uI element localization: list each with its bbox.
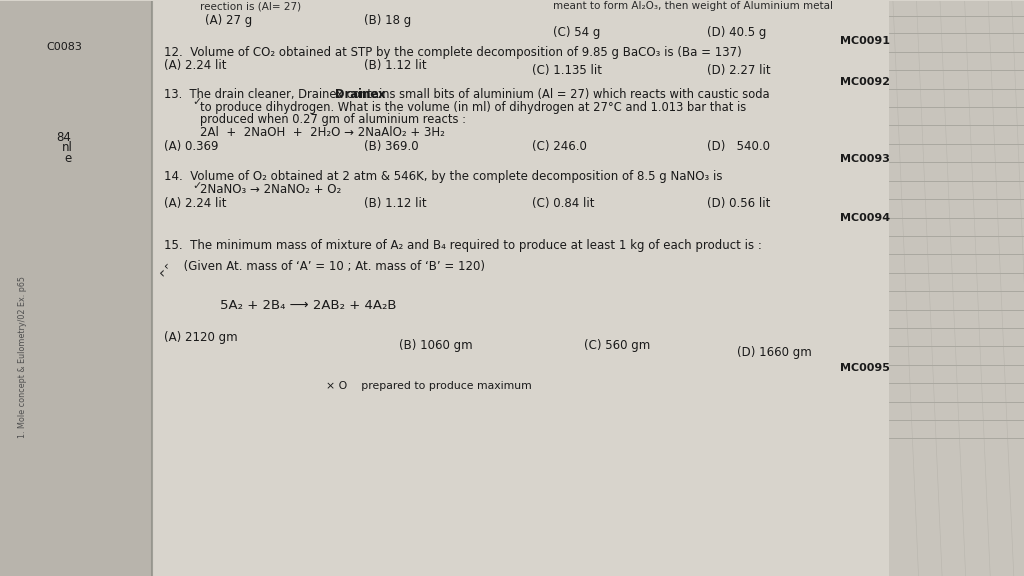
Text: meant to form Al₂O₃, then weight of Aluminium metal: meant to form Al₂O₃, then weight of Alum…	[553, 1, 833, 12]
Text: ✓: ✓	[193, 97, 202, 107]
Text: MC0092: MC0092	[840, 77, 890, 88]
Text: 15.  The minimum mass of mixture of A₂ and B₄ required to produce at least 1 kg : 15. The minimum mass of mixture of A₂ an…	[164, 238, 762, 252]
Text: Drainex: Drainex	[335, 89, 385, 101]
Text: (A) 2120 gm: (A) 2120 gm	[164, 331, 238, 344]
Text: ✓: ✓	[193, 181, 202, 191]
Text: 1. Mole concept & Eulometry/02 Ex. p65: 1. Mole concept & Eulometry/02 Ex. p65	[18, 276, 27, 438]
Text: (B) 1060 gm: (B) 1060 gm	[399, 339, 473, 353]
Text: (D) 2.27 lit: (D) 2.27 lit	[707, 65, 770, 77]
Text: (C) 54 g: (C) 54 g	[553, 26, 600, 39]
Text: (D) 40.5 g: (D) 40.5 g	[707, 26, 766, 39]
Text: × O    prepared to produce maximum: × O prepared to produce maximum	[200, 381, 531, 391]
Text: to produce dihydrogen. What is the volume (in ml) of dihydrogen at 27°C and 1.01: to produce dihydrogen. What is the volum…	[200, 101, 745, 113]
Text: (A) 2.24 lit: (A) 2.24 lit	[164, 196, 226, 210]
Text: (B) 1.12 lit: (B) 1.12 lit	[364, 196, 426, 210]
Text: 84: 84	[56, 131, 72, 144]
Text: ‹: ‹	[159, 266, 165, 282]
Text: (B) 18 g: (B) 18 g	[364, 14, 411, 27]
Text: produced when 0.27 gm of aluminium reacts :: produced when 0.27 gm of aluminium react…	[200, 112, 466, 126]
Text: (C) 246.0: (C) 246.0	[532, 139, 588, 153]
Text: 2NaNO₃ → 2NaNO₂ + O₂: 2NaNO₃ → 2NaNO₂ + O₂	[200, 183, 341, 196]
Text: (A) 2.24 lit: (A) 2.24 lit	[164, 59, 226, 71]
Bar	[889, 1, 1024, 576]
Text: MC0095: MC0095	[840, 363, 890, 373]
Text: 5A₂ + 2B₄ ⟶ 2AB₂ + 4A₂B: 5A₂ + 2B₄ ⟶ 2AB₂ + 4A₂B	[220, 299, 396, 312]
Text: 14.  Volume of O₂ obtained at 2 atm & 546K, by the complete decomposition of 8.5: 14. Volume of O₂ obtained at 2 atm & 546…	[164, 169, 722, 183]
Text: nl: nl	[61, 141, 73, 154]
Text: 13.  The drain cleaner, Drainex contains small bits of aluminium (Al = 27) which: 13. The drain cleaner, Drainex contains …	[164, 89, 769, 101]
Text: MC0094: MC0094	[840, 213, 890, 223]
Text: 2Al  +  2NaOH  +  2H₂O → 2NaAlO₂ + 3H₂: 2Al + 2NaOH + 2H₂O → 2NaAlO₂ + 3H₂	[200, 126, 444, 139]
Text: (C) 560 gm: (C) 560 gm	[584, 339, 650, 353]
Text: (B) 1.12 lit: (B) 1.12 lit	[364, 59, 426, 71]
Text: C0083: C0083	[46, 41, 82, 52]
Text: e: e	[65, 152, 72, 165]
Text: 12.  Volume of CO₂ obtained at STP by the complete decomposition of 9.85 g BaCO₃: 12. Volume of CO₂ obtained at STP by the…	[164, 46, 741, 59]
Text: (C) 0.84 lit: (C) 0.84 lit	[532, 196, 595, 210]
Text: (A) 27 g: (A) 27 g	[205, 14, 252, 27]
Text: (D) 0.56 lit: (D) 0.56 lit	[707, 196, 770, 210]
Text: (D)   540.0: (D) 540.0	[707, 139, 770, 153]
Text: ‹    (Given At. mass of ‘A’ = 10 ; At. mass of ‘B’ = 120): ‹ (Given At. mass of ‘A’ = 10 ; At. mass…	[164, 260, 484, 273]
Text: (D) 1660 gm: (D) 1660 gm	[737, 346, 812, 359]
Bar	[0, 1, 152, 576]
Text: MC0091: MC0091	[840, 36, 890, 46]
Text: (A) 0.369: (A) 0.369	[164, 139, 218, 153]
Text: reection is (Al= 27): reection is (Al= 27)	[200, 1, 301, 12]
Text: (B) 369.0: (B) 369.0	[364, 139, 418, 153]
Text: MC0093: MC0093	[840, 154, 890, 164]
Text: (C) 1.135 lit: (C) 1.135 lit	[532, 65, 602, 77]
